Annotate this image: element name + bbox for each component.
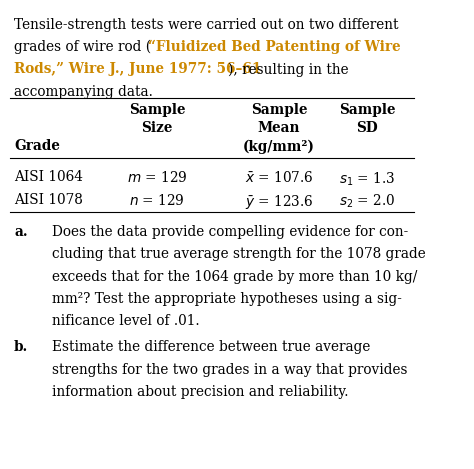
Text: Size: Size — [141, 121, 173, 135]
Text: grades of wire rod (: grades of wire rod ( — [14, 40, 151, 54]
Text: $n$ = 129: $n$ = 129 — [129, 192, 185, 207]
Text: $s_1$ = 1.3: $s_1$ = 1.3 — [339, 170, 396, 188]
Text: $s_2$ = 2.0: $s_2$ = 2.0 — [339, 192, 396, 210]
Text: Does the data provide compelling evidence for con-: Does the data provide compelling evidenc… — [52, 225, 408, 239]
Text: Tensile-strength tests were carried out on two different: Tensile-strength tests were carried out … — [14, 18, 399, 32]
Text: AISI 1064: AISI 1064 — [14, 170, 83, 184]
Text: Sample: Sample — [251, 103, 307, 117]
Text: a.: a. — [14, 225, 27, 239]
Text: AISI 1078: AISI 1078 — [14, 192, 83, 206]
Text: accompanying data.: accompanying data. — [14, 85, 153, 99]
Text: $\bar{y}$ = 123.6: $\bar{y}$ = 123.6 — [245, 192, 313, 211]
Text: “Fluidized Bed Patenting of Wire: “Fluidized Bed Patenting of Wire — [148, 40, 401, 54]
Text: Sample: Sample — [129, 103, 185, 117]
Text: ), resulting in the: ), resulting in the — [228, 62, 348, 77]
Text: $m$ = 129: $m$ = 129 — [127, 170, 187, 185]
Text: nificance level of .01.: nificance level of .01. — [52, 315, 200, 328]
Text: Sample: Sample — [339, 103, 396, 117]
Text: cluding that true average strength for the 1078 grade: cluding that true average strength for t… — [52, 247, 426, 261]
Text: b.: b. — [14, 340, 28, 354]
Text: Mean: Mean — [258, 121, 301, 135]
Text: Grade: Grade — [14, 139, 60, 153]
Text: SD: SD — [356, 121, 378, 135]
Text: Rods,” Wire J., June 1977: 56–61: Rods,” Wire J., June 1977: 56–61 — [14, 62, 261, 76]
Text: (kg/mm²): (kg/mm²) — [243, 139, 315, 154]
Text: mm²? Test the appropriate hypotheses using a sig-: mm²? Test the appropriate hypotheses usi… — [52, 292, 402, 306]
Text: strengths for the two grades in a way that provides: strengths for the two grades in a way th… — [52, 363, 407, 377]
Text: information about precision and reliability.: information about precision and reliabil… — [52, 385, 348, 399]
Text: $\bar{x}$ = 107.6: $\bar{x}$ = 107.6 — [245, 170, 313, 185]
Text: Estimate the difference between true average: Estimate the difference between true ave… — [52, 340, 370, 354]
Text: exceeds that for the 1064 grade by more than 10 kg/: exceeds that for the 1064 grade by more … — [52, 270, 417, 284]
